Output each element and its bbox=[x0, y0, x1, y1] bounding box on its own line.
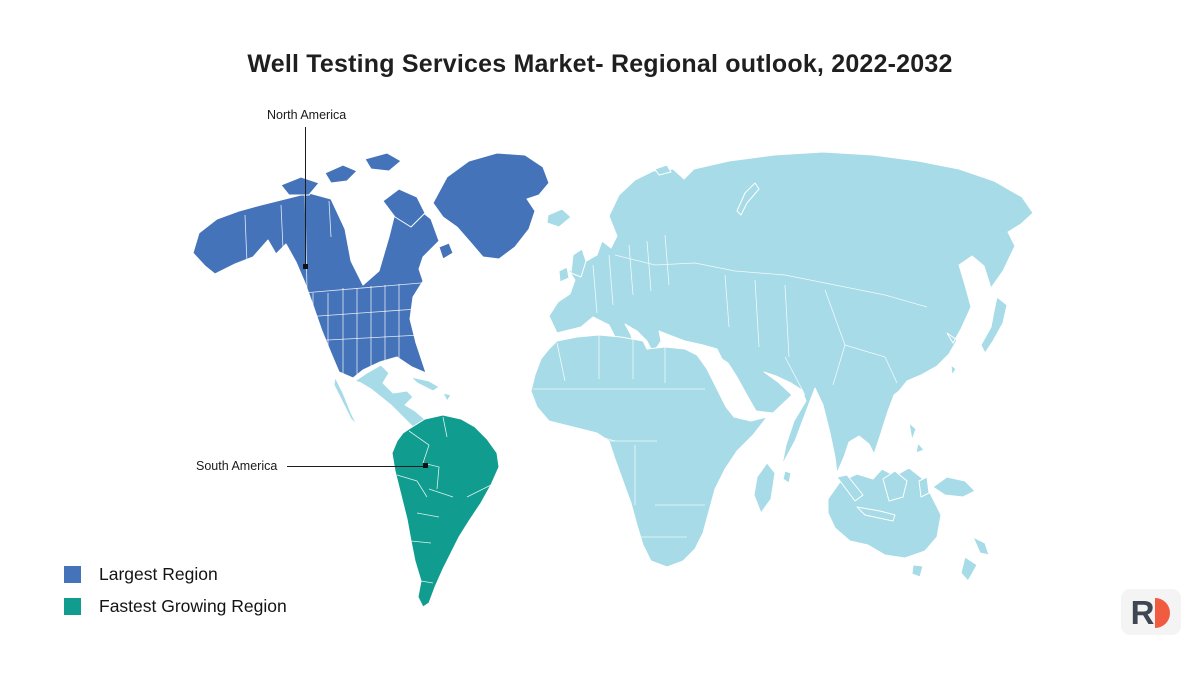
region-north-america bbox=[192, 192, 440, 379]
legend-swatch-fastest-growing bbox=[64, 598, 81, 615]
brand-logo-d-icon bbox=[1155, 598, 1171, 628]
legend: Largest Region Fastest Growing Region bbox=[64, 564, 287, 628]
legend-color-largest bbox=[64, 566, 81, 583]
region-islands-misc bbox=[546, 164, 1008, 522]
brand-logo-letter: R bbox=[1130, 593, 1155, 631]
region-arctic-islands bbox=[280, 152, 454, 260]
label-south-america: South America bbox=[196, 459, 278, 473]
label-north-america: North America bbox=[267, 108, 347, 122]
region-australia bbox=[827, 467, 990, 582]
landmasses bbox=[192, 151, 1034, 608]
borders-south-america bbox=[396, 416, 492, 584]
annotation-line-south-america bbox=[287, 466, 425, 467]
region-africa bbox=[530, 334, 768, 568]
annotation-line-north-america bbox=[305, 127, 306, 266]
legend-item-fastest-growing: Fastest Growing Region bbox=[64, 596, 287, 617]
chart-title: Well Testing Services Market- Regional o… bbox=[247, 50, 953, 78]
legend-swatch-largest bbox=[64, 566, 81, 583]
region-south-america bbox=[391, 414, 500, 608]
annotation-dot-north-america bbox=[303, 264, 308, 269]
region-eurasia bbox=[548, 151, 1034, 474]
region-greenland bbox=[432, 152, 550, 260]
legend-label-largest: Largest Region bbox=[99, 564, 218, 584]
brand-logo: R bbox=[1121, 589, 1181, 635]
legend-item-largest: Largest Region bbox=[64, 564, 287, 585]
region-madagascar bbox=[753, 462, 776, 514]
world-map bbox=[192, 151, 1034, 608]
brand-logo-d-shape bbox=[1155, 598, 1171, 628]
annotation-dot-south-america bbox=[423, 463, 428, 468]
legend-label-fastest-growing: Fastest Growing Region bbox=[99, 596, 287, 616]
legend-color-fastest-growing bbox=[64, 598, 81, 615]
